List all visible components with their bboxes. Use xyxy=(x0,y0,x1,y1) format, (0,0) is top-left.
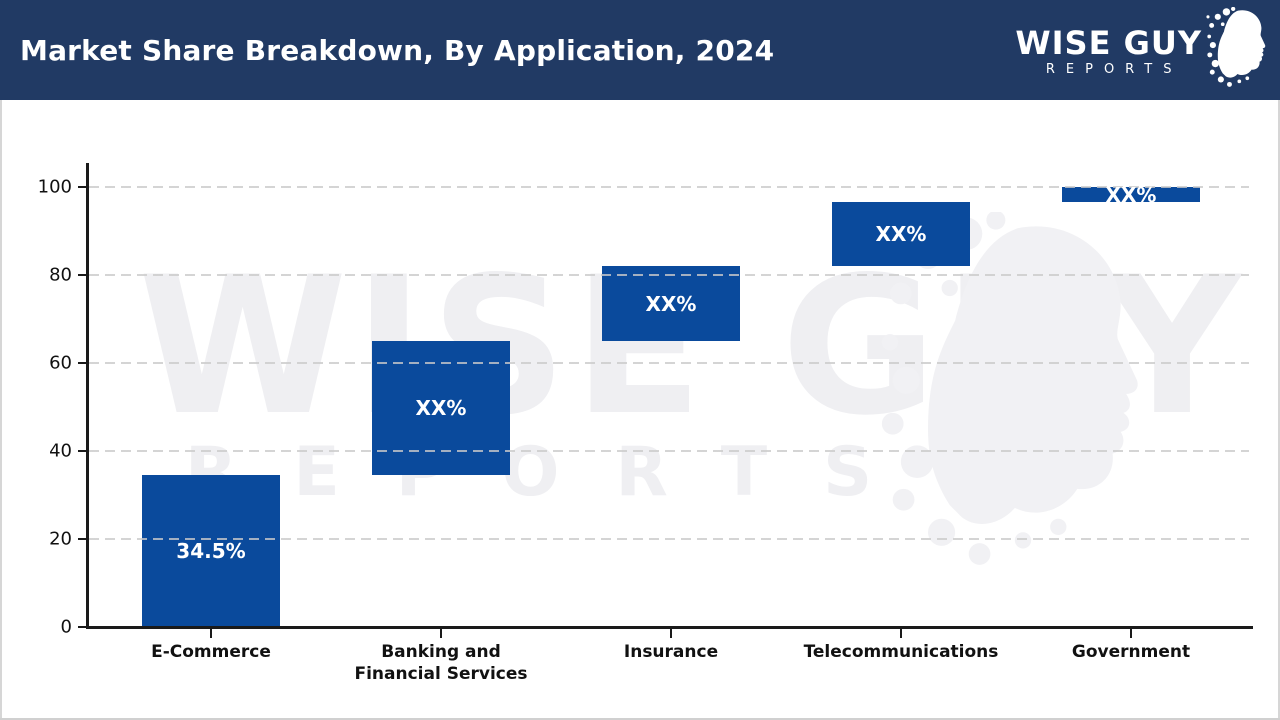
x-category-label: Telecommunications xyxy=(803,642,999,662)
y-tick-label-100: 100 xyxy=(37,176,72,198)
bar-segment xyxy=(1062,187,1200,203)
x-axis-tick xyxy=(900,629,902,638)
header-bar: Market Share Breakdown, By Application, … xyxy=(0,0,1280,100)
gridline-y-40 xyxy=(89,450,1249,452)
y-axis-tick-0 xyxy=(78,626,87,628)
gridline-y-20 xyxy=(89,538,1249,540)
watermark-face-icon xyxy=(877,212,1138,565)
wiseguy-face-icon xyxy=(1206,7,1266,87)
y-tick-label-40: 40 xyxy=(49,440,72,462)
watermark-reports: REPORTS xyxy=(185,433,929,512)
brand-name: WISE GUY xyxy=(1015,23,1202,62)
brand-subtitle: REPORTS xyxy=(1045,62,1183,78)
x-category-label: Government xyxy=(1071,642,1191,662)
frame-border-left xyxy=(0,100,2,720)
bar-segment xyxy=(832,202,970,267)
y-axis-tick-40 xyxy=(78,450,87,452)
bar-segment xyxy=(602,266,740,341)
bar-value-label: 34.5% xyxy=(176,539,246,564)
x-category-label: Banking and Financial Services xyxy=(354,642,528,685)
y-axis-line xyxy=(86,163,89,629)
x-axis-line xyxy=(86,626,1253,629)
y-tick-label-60: 60 xyxy=(49,352,72,374)
page-title: Market Share Breakdown, By Application, … xyxy=(20,33,775,67)
x-category-label: Insurance xyxy=(623,642,719,662)
x-category-label: E-Commerce xyxy=(151,642,271,662)
y-axis-tick-60 xyxy=(78,362,87,364)
bar-segment xyxy=(142,475,280,627)
x-axis-tick xyxy=(440,629,442,638)
bar-value-label: XX% xyxy=(1105,182,1157,207)
x-axis-tick xyxy=(210,629,212,638)
y-tick-label-80: 80 xyxy=(49,264,72,286)
bar-value-label: XX% xyxy=(415,396,467,421)
gridline-y-60 xyxy=(89,362,1249,364)
x-axis-tick xyxy=(1130,629,1132,638)
frame-border-bottom xyxy=(0,718,1280,720)
frame-border-right xyxy=(1278,100,1280,720)
brand-logo: WISE GUY REPORTS xyxy=(1015,7,1266,93)
y-axis-tick-80 xyxy=(78,274,87,276)
y-axis-tick-100 xyxy=(78,186,87,188)
bar-value-label: XX% xyxy=(645,291,697,316)
bar-value-label: XX% xyxy=(875,222,927,247)
y-axis-tick-20 xyxy=(78,538,87,540)
brand-logo-text: WISE GUY REPORTS xyxy=(1015,23,1202,78)
y-tick-label-20: 20 xyxy=(49,528,72,550)
gridline-y-80 xyxy=(89,274,1249,276)
x-axis-tick xyxy=(670,629,672,638)
gridline-y-100 xyxy=(89,186,1249,188)
plot-area: 0 20 40 60 80 100 34.5% E-Commerce XX% Banking an… xyxy=(0,100,1280,720)
y-tick-label-0: 0 xyxy=(60,616,72,638)
